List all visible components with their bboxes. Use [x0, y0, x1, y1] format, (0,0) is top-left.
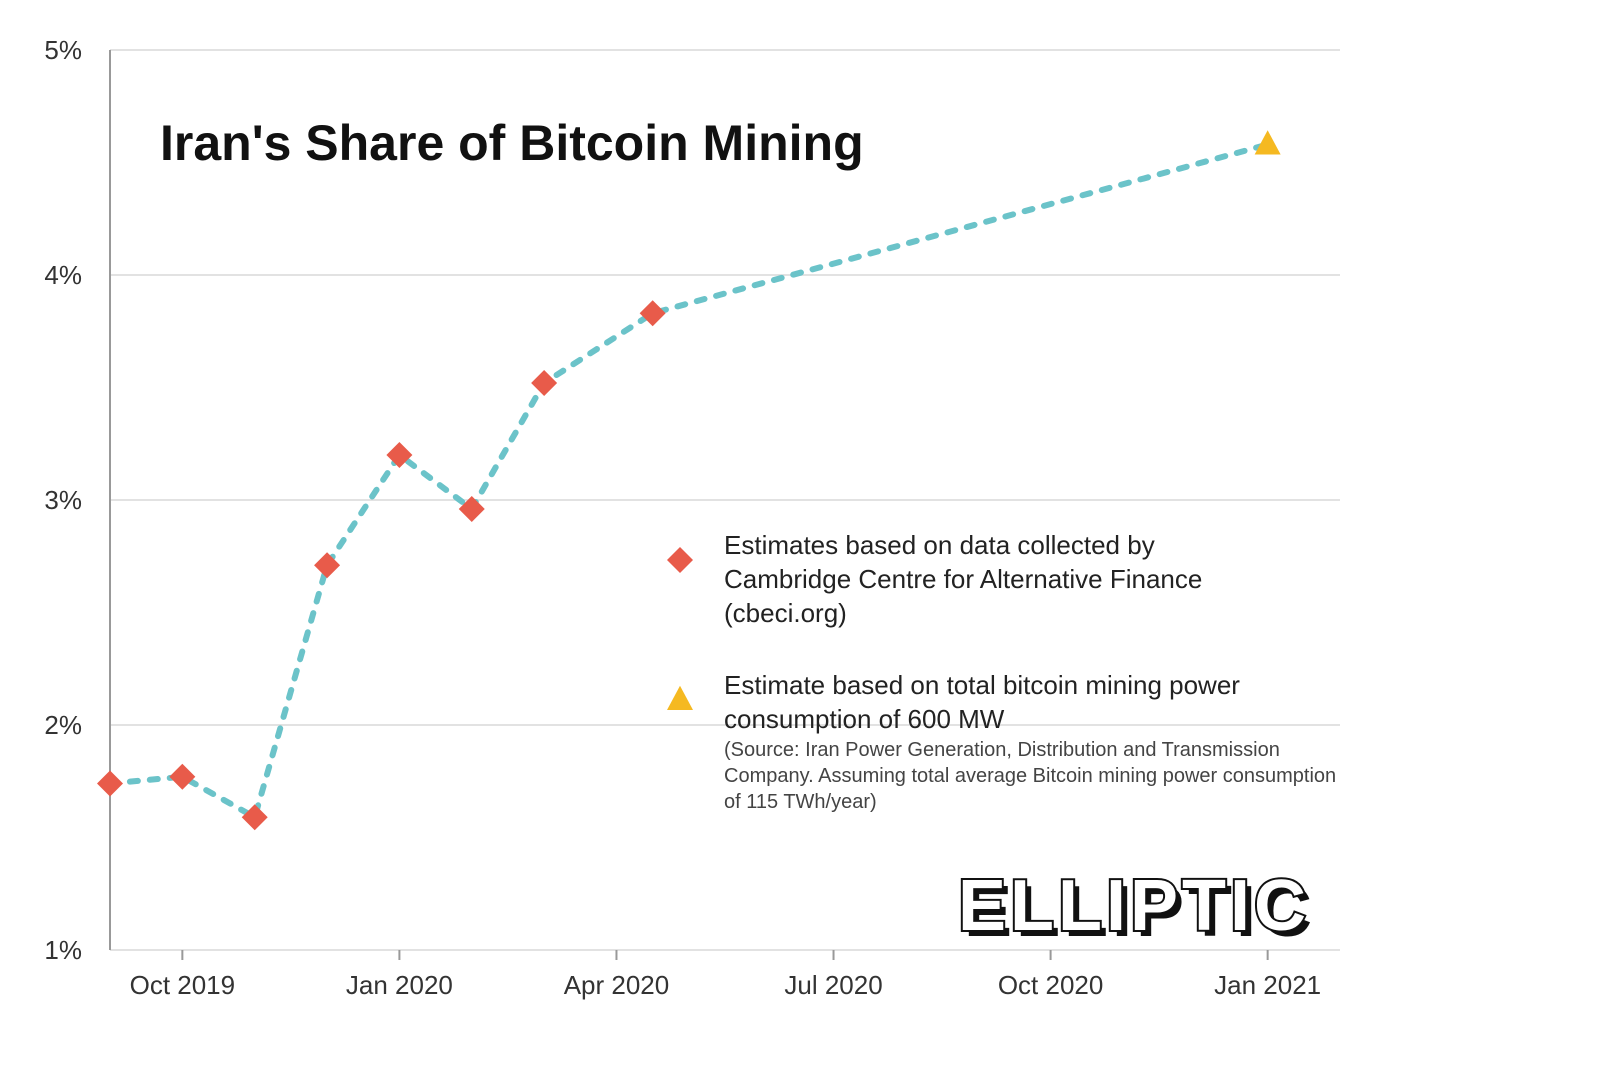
x-tick-label: Jan 2020 [346, 970, 453, 1000]
x-tick-label: Apr 2020 [564, 970, 670, 1000]
x-tick-label: Oct 2020 [998, 970, 1104, 1000]
legend-triangle-sub1: (Source: Iran Power Generation, Distribu… [724, 739, 1280, 761]
y-tick-label: 2% [44, 710, 82, 740]
legend-diamond-line3: (cbeci.org) [724, 598, 847, 628]
x-tick-label: Jul 2020 [784, 970, 882, 1000]
legend-triangle-sub3: of 115 TWh/year) [724, 791, 877, 813]
y-tick-label: 5% [44, 35, 82, 65]
brand-logo: ELLIPTIC [958, 866, 1310, 946]
legend-triangle-line2: consumption of 600 MW [724, 704, 1005, 734]
chart-title: Iran's Share of Bitcoin Mining [160, 115, 864, 171]
y-tick-label: 4% [44, 260, 82, 290]
legend-diamond-line2: Cambridge Centre for Alternative Finance [724, 564, 1202, 594]
y-tick-label: 3% [44, 485, 82, 515]
x-tick-label: Oct 2019 [130, 970, 236, 1000]
legend-diamond-line1: Estimates based on data collected by [724, 530, 1155, 560]
chart-container: 1% 2% 3% 4% 5% Oct 2019 Jan 2020 Apr 2020 Jul 20… [0, 0, 1600, 1084]
legend-triangle-sub2: Company. Assuming total average Bitcoin … [724, 765, 1336, 787]
y-tick-label: 1% [44, 935, 82, 965]
legend-triangle-line1: Estimate based on total bitcoin mining p… [724, 670, 1240, 700]
chart-svg: 1% 2% 3% 4% 5% Oct 2019 Jan 2020 Apr 2020 Jul 20… [0, 0, 1600, 1084]
x-tick-label: Jan 2021 [1214, 970, 1321, 1000]
